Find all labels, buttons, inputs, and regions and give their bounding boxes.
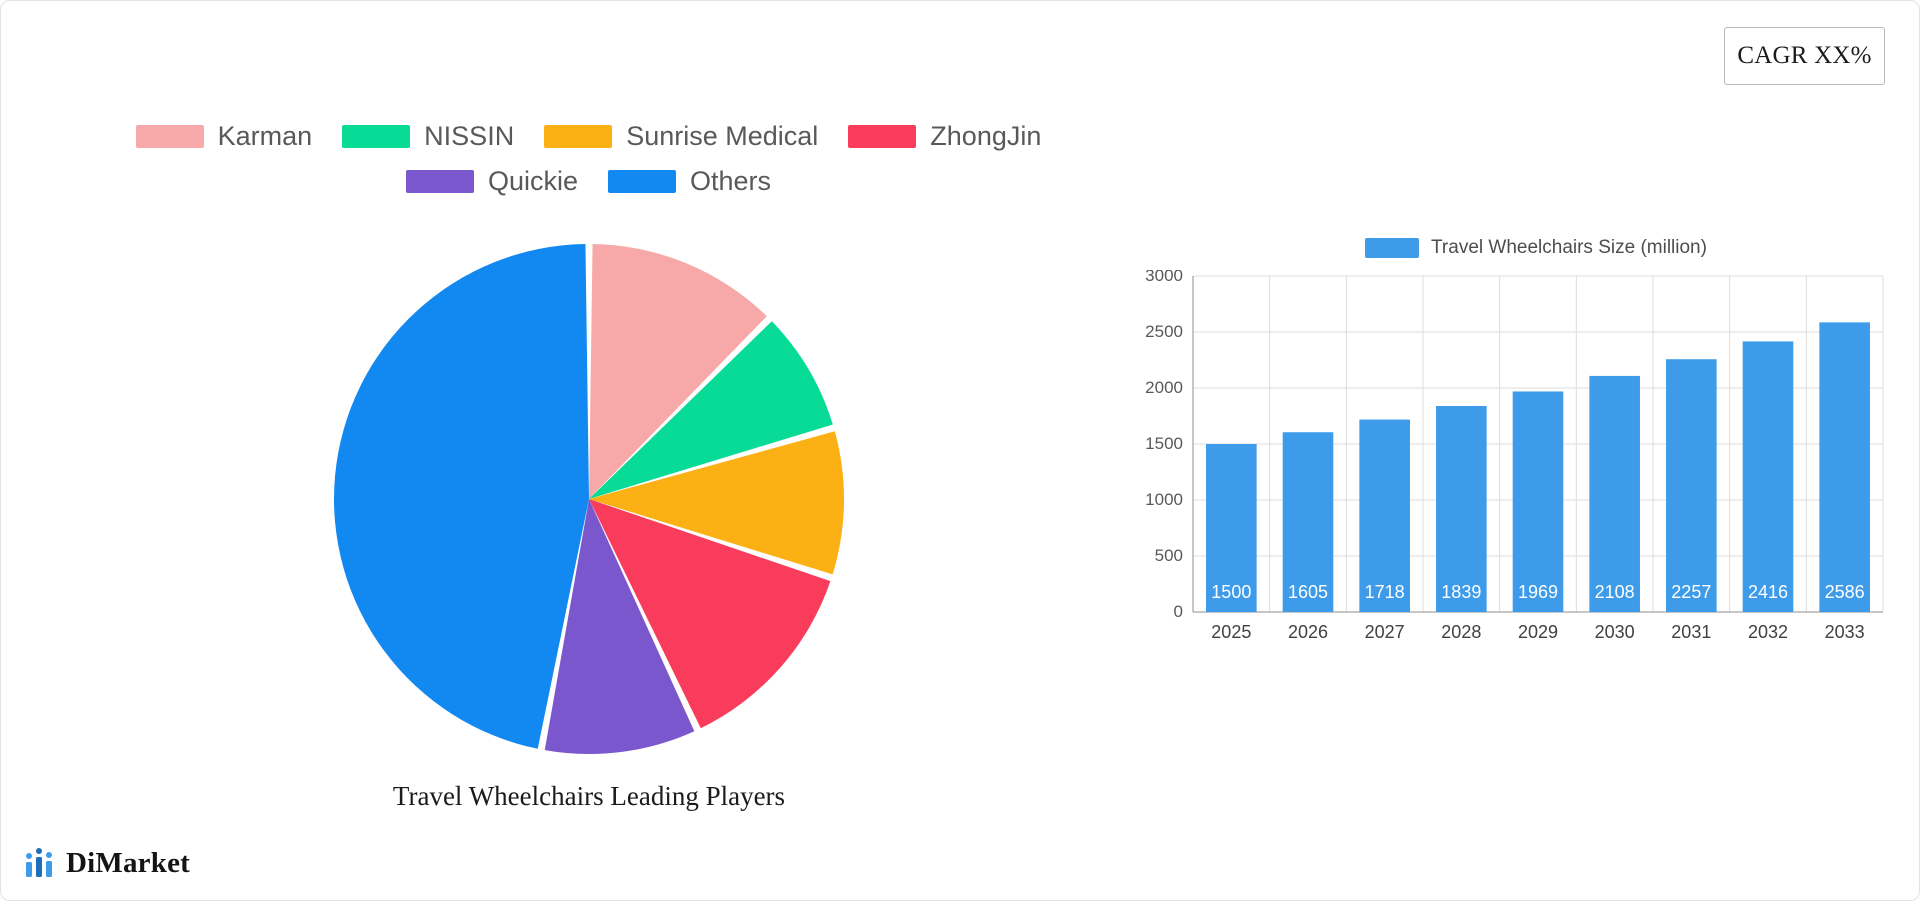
legend-label-others: Others bbox=[690, 166, 772, 196]
legend-item-quickie[interactable]: Quickie bbox=[405, 166, 578, 197]
y-tick-label: 500 bbox=[1155, 546, 1183, 565]
pie-slice-karman[interactable] bbox=[589, 244, 767, 499]
legend-item-karman[interactable]: Karman bbox=[135, 121, 313, 152]
y-tick-label: 3000 bbox=[1145, 270, 1183, 285]
pie-legend-row-2: Quickie Others bbox=[1, 166, 1176, 197]
y-tick-label: 0 bbox=[1174, 602, 1183, 621]
x-tick-label: 2027 bbox=[1365, 622, 1405, 642]
legend-swatch-travel-wheelchairs-size bbox=[1365, 238, 1420, 258]
y-tick-label: 2000 bbox=[1145, 378, 1183, 397]
y-tick-label: 1000 bbox=[1145, 490, 1183, 509]
bar-chart-plot: 0 500 1000 1500 2000 2500 3000 1500 2025 1605 2026… bbox=[1131, 270, 1891, 650]
pie-slice-others[interactable] bbox=[333, 244, 589, 749]
legend-swatch-others bbox=[608, 170, 676, 193]
pie-slice-nissin[interactable] bbox=[589, 321, 833, 499]
bar-value-label: 1969 bbox=[1518, 582, 1558, 602]
legend-item-sunrise-medical[interactable]: Sunrise Medical bbox=[544, 121, 818, 152]
bar-2025[interactable] bbox=[1206, 444, 1257, 612]
bar-value-label: 2416 bbox=[1748, 582, 1788, 602]
x-tick-label: 2029 bbox=[1518, 622, 1558, 642]
legend-swatch-karman bbox=[135, 125, 204, 148]
legend-swatch-quickie bbox=[405, 170, 474, 193]
bar-2033[interactable] bbox=[1819, 322, 1870, 612]
legend-swatch-sunrise-medical bbox=[544, 125, 613, 148]
legend-item-others[interactable]: Others bbox=[608, 166, 771, 197]
pie-chart-title: Travel Wheelchairs Leading Players bbox=[392, 781, 786, 811]
pie-slice-zhongjin[interactable] bbox=[589, 499, 831, 729]
bar-value-label: 1605 bbox=[1288, 582, 1328, 602]
bar-2027[interactable] bbox=[1359, 419, 1410, 612]
legend-item-zhongjin[interactable]: ZhongJin bbox=[848, 121, 1041, 152]
legend-swatch-zhongjin bbox=[848, 125, 917, 148]
x-tick-label: 2030 bbox=[1595, 622, 1635, 642]
bar-chart-svg: 0 500 1000 1500 2000 2500 3000 1500 2025 1605 2026… bbox=[1145, 270, 1884, 642]
legend-label-nissin: NISSIN bbox=[424, 121, 515, 151]
bar-2030[interactable] bbox=[1589, 375, 1640, 612]
pie-legend: Karman NISSIN Sunrise Medical ZhongJin Q… bbox=[1, 121, 1176, 211]
x-tick-label: 2025 bbox=[1211, 622, 1251, 642]
bar-value-label: 1500 bbox=[1211, 582, 1251, 602]
pie-slice-quickie[interactable] bbox=[544, 499, 695, 754]
logo-text: DiMarket bbox=[66, 847, 191, 879]
x-tick-label: 2028 bbox=[1441, 622, 1481, 642]
bar-value-label: 2586 bbox=[1825, 582, 1865, 602]
pie-chart-svg bbox=[333, 244, 844, 754]
legend-label-sunrise-medical: Sunrise Medical bbox=[626, 121, 819, 151]
bar-value-label: 1839 bbox=[1441, 582, 1481, 602]
pie-chart bbox=[319, 229, 859, 769]
footer-logo: DiMarket bbox=[25, 848, 190, 878]
legend-swatch-nissin bbox=[342, 125, 411, 148]
bar-2032[interactable] bbox=[1742, 341, 1794, 612]
x-tick-label: 2026 bbox=[1288, 622, 1328, 642]
x-tick-label: 2032 bbox=[1748, 622, 1788, 642]
pie-slice-sunrise-medical[interactable] bbox=[589, 431, 844, 575]
legend-label-zhongjin: ZhongJin bbox=[930, 121, 1042, 151]
y-tick-label: 2500 bbox=[1145, 322, 1183, 341]
legend-label-karman: Karman bbox=[217, 121, 313, 151]
y-tick-label: 1500 bbox=[1145, 434, 1183, 453]
legend-label-quickie: Quickie bbox=[487, 166, 578, 196]
bar-value-label: 2108 bbox=[1595, 582, 1635, 602]
bar-2026[interactable] bbox=[1282, 432, 1334, 612]
bar-2028[interactable] bbox=[1436, 406, 1487, 612]
bar-2029[interactable] bbox=[1512, 391, 1564, 612]
legend-item-nissin[interactable]: NISSIN bbox=[342, 121, 514, 152]
bar-chart-icon bbox=[26, 848, 52, 877]
pie-legend-row-1: Karman NISSIN Sunrise Medical ZhongJin bbox=[1, 121, 1176, 152]
cagr-badge: CAGR XX% bbox=[1724, 27, 1885, 85]
x-tick-label: 2033 bbox=[1825, 622, 1865, 642]
bar-chart: Travel Wheelchairs Size (million) 0 500 10… bbox=[1131, 236, 1891, 676]
bar-value-label: 2257 bbox=[1671, 582, 1711, 602]
bar-2031[interactable] bbox=[1666, 359, 1717, 612]
legend-label-travel-wheelchairs-size: Travel Wheelchairs Size (million) bbox=[1431, 237, 1707, 258]
bar-chart-legend: Travel Wheelchairs Size (million) bbox=[1181, 236, 1891, 260]
x-tick-label: 2031 bbox=[1671, 622, 1711, 642]
bar-value-label: 1718 bbox=[1365, 582, 1405, 602]
